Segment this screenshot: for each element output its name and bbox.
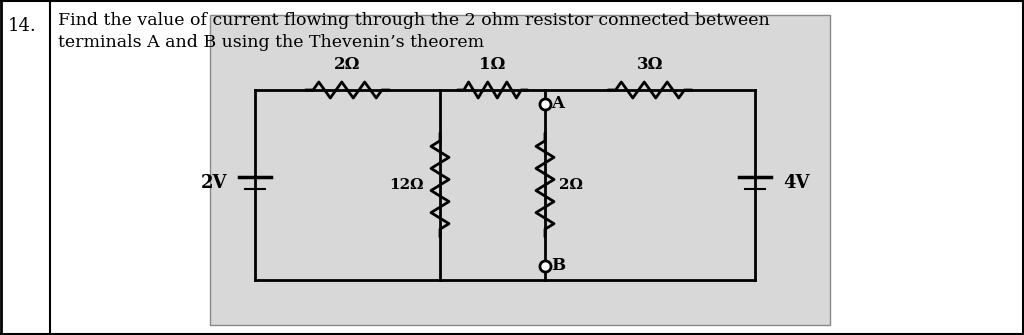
Text: 3Ω: 3Ω <box>637 56 664 73</box>
Text: B: B <box>551 257 565 273</box>
Bar <box>210 15 830 325</box>
Text: A: A <box>551 94 564 112</box>
Text: 1Ω: 1Ω <box>479 56 506 73</box>
Text: terminals A and B using the Thevenin’s theorem: terminals A and B using the Thevenin’s t… <box>58 34 484 51</box>
Text: 2V: 2V <box>201 174 227 192</box>
Text: Find the value of current flowing through the 2 ohm resistor connected between: Find the value of current flowing throug… <box>58 12 770 29</box>
Text: 12Ω: 12Ω <box>389 178 424 192</box>
Text: 2Ω: 2Ω <box>334 56 360 73</box>
Text: 14.: 14. <box>8 17 37 35</box>
Text: 4V: 4V <box>783 174 810 192</box>
Text: 2Ω: 2Ω <box>559 178 583 192</box>
